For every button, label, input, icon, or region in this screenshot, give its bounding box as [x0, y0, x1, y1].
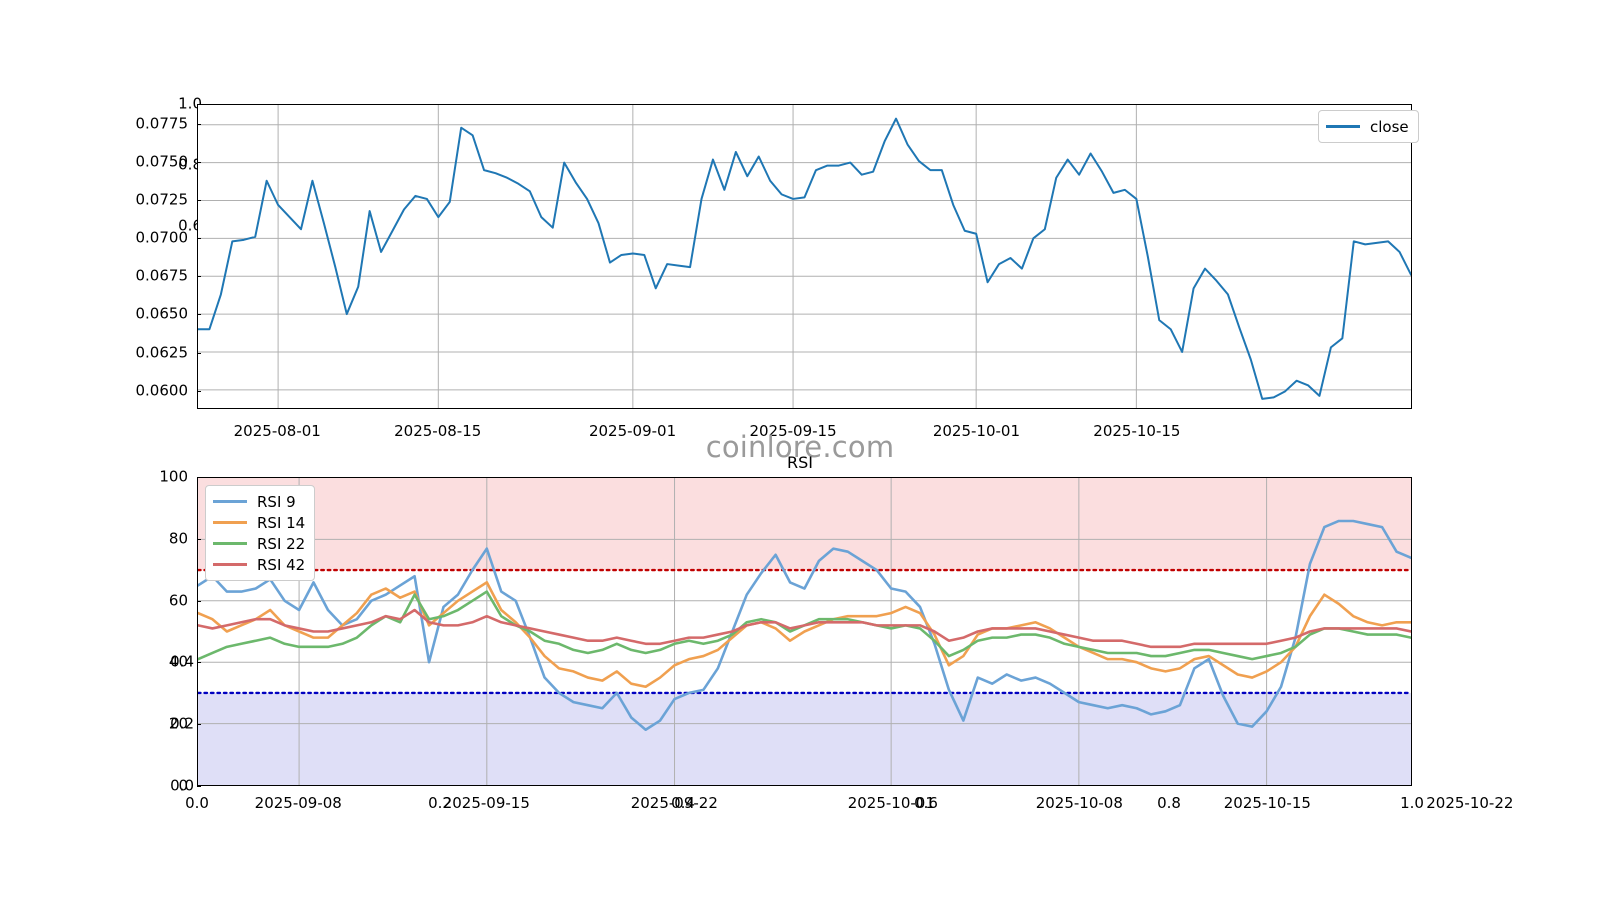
- legend-line-swatch-icon: [1326, 125, 1360, 128]
- price-y-tick-mark: [197, 200, 201, 202]
- legend-item-label: RSI 14: [257, 513, 306, 532]
- rsi-x-tick-label: 2025-09-15: [442, 794, 530, 812]
- rsi-chart-legend[interactable]: RSI 9 RSI 14 RSI 22 RSI 42: [205, 485, 316, 581]
- rsi-y-tick-mark: [197, 724, 201, 726]
- price-y-tick-mark: [197, 161, 201, 163]
- legend-line-swatch-icon: [213, 521, 247, 524]
- rsi-chart-plot-area[interactable]: [197, 477, 1412, 786]
- price-chart-legend[interactable]: close: [1318, 110, 1419, 143]
- legend-item-label: RSI 22: [257, 534, 306, 553]
- legend-line-swatch-icon: [213, 563, 247, 566]
- rsi-y-tick-label: 80: [168, 529, 188, 548]
- rsi-x-tick-label-secondary: 1.0: [1400, 794, 1424, 812]
- price-x-tick-label: 2025-09-01: [588, 422, 677, 440]
- price-y-tick-label-secondary: 1.0: [178, 94, 202, 113]
- rsi-x-tick-label: 2025-09-22: [630, 794, 718, 812]
- rsi-chart-title: RSI: [0, 453, 1600, 472]
- rsi-y-tick-label-secondary: 0.2: [170, 714, 194, 733]
- rsi-y-tick-label: 0: [178, 776, 188, 795]
- rsi-x-tick-label-secondary: 0.6: [914, 794, 938, 812]
- legend-item-label: RSI 42: [257, 555, 306, 574]
- legend-line-swatch-icon: [213, 500, 247, 503]
- rsi-x-axis-labels: 2025-09-08 2025-09-15 2025-09-22 2025-10-01…: [197, 791, 1514, 813]
- rsi-x-tick-label-secondary: 0.4: [671, 794, 695, 812]
- price-x-tick-label: 2025-10-15: [1093, 422, 1181, 440]
- price-y-tick-label: 0.0675: [135, 266, 189, 285]
- legend-item-rsi-22[interactable]: RSI 22: [213, 533, 305, 554]
- legend-item-rsi-9[interactable]: RSI 9: [213, 491, 305, 512]
- rsi-x-tick-label: 2025-10-01: [847, 794, 935, 812]
- price-y-tick-label: 0.0725: [135, 190, 189, 209]
- rsi-y-tick-mark: [197, 538, 201, 540]
- rsi-y-tick-mark: [197, 662, 201, 664]
- price-y-tick-mark: [197, 314, 201, 316]
- rsi-title-text: RSI: [787, 453, 813, 472]
- price-y-tick-mark: [197, 352, 201, 354]
- rsi-x-axis-secondary-labels: 0.0 0.2 0.4 0.6 0.8 1.0: [185, 791, 1424, 813]
- price-y-tick-mark: [197, 238, 201, 240]
- price-x-tick-label: 2025-08-15: [394, 422, 482, 440]
- rsi-y-tick-label: 60: [168, 591, 188, 610]
- legend-item-label: RSI 9: [257, 492, 296, 511]
- rsi-x-tick-label-secondary: 0.8: [1157, 794, 1181, 812]
- legend-item-rsi-42[interactable]: RSI 42: [213, 554, 305, 575]
- price-y-tick-label: 0.0600: [135, 381, 189, 400]
- price-y-tick-mark: [197, 276, 201, 278]
- price-y-tick-mark: [197, 390, 201, 392]
- price-x-tick-label: 2025-08-01: [233, 422, 321, 440]
- rsi-x-tick-label: 2025-10-08: [1035, 794, 1123, 812]
- price-y-tick-mark: [197, 123, 201, 125]
- legend-item-label: close: [1370, 117, 1409, 136]
- price-y-tick-label: 0.0650: [135, 304, 189, 323]
- rsi-y-tick-label: 100: [159, 467, 188, 486]
- legend-line-swatch-icon: [213, 542, 247, 545]
- price-y-tick-label-secondary: 0.8: [178, 155, 202, 174]
- rsi-y-tick-label-secondary: 0.0: [170, 776, 194, 795]
- rsi-y-tick-label-secondary: 0.4: [170, 652, 194, 671]
- price-y-tick-label: 0.0750: [135, 152, 189, 171]
- rsi-y-tick-label: 20: [168, 714, 188, 733]
- price-chart-plot-area[interactable]: [197, 104, 1412, 409]
- price-y-tick-label: 0.0775: [135, 114, 189, 133]
- rsi-y-axis-secondary-labels: 0.4 0.2 0.0: [108, 477, 194, 793]
- rsi-y-tick-mark: [197, 477, 201, 478]
- rsi-line-chart: [198, 478, 1411, 785]
- price-x-axis-labels: 2025-08-01 2025-08-15 2025-09-01 2025-09-15…: [197, 419, 1412, 441]
- rsi-x-tick-label-secondary: 0.0: [185, 794, 209, 812]
- rsi-y-axis-labels: 100 80 60 40 20 0: [108, 469, 188, 793]
- price-y-axis-labels: 0.0775 0.0750 0.0725 0.0700 0.0675 0.0650 0.06…: [108, 104, 189, 409]
- price-x-tick-label: 2025-10-01: [932, 422, 1021, 440]
- legend-item-close[interactable]: close: [1326, 116, 1409, 137]
- rsi-y-tick-mark: [197, 600, 201, 602]
- rsi-y-tick-mark: [197, 786, 201, 787]
- price-line-chart: [198, 105, 1411, 408]
- legend-item-rsi-14[interactable]: RSI 14: [213, 512, 305, 533]
- rsi-x-tick-label: 2025-10-22: [1426, 794, 1514, 812]
- rsi-x-tick-label-secondary: 0.2: [428, 794, 452, 812]
- price-x-tick-label: 2025-09-15: [749, 422, 837, 440]
- price-y-tick-label: 0.0625: [135, 343, 189, 362]
- rsi-x-tick-label: 2025-10-15: [1223, 794, 1311, 812]
- price-y-tick-label: 0.0700: [135, 228, 189, 247]
- price-y-tick-label-secondary: 0.6: [178, 216, 202, 235]
- rsi-y-tick-label: 40: [168, 652, 188, 671]
- price-y-axis-secondary-labels: 1.0 0.8 0.6: [108, 96, 202, 409]
- rsi-x-tick-label: 2025-09-08: [254, 794, 342, 812]
